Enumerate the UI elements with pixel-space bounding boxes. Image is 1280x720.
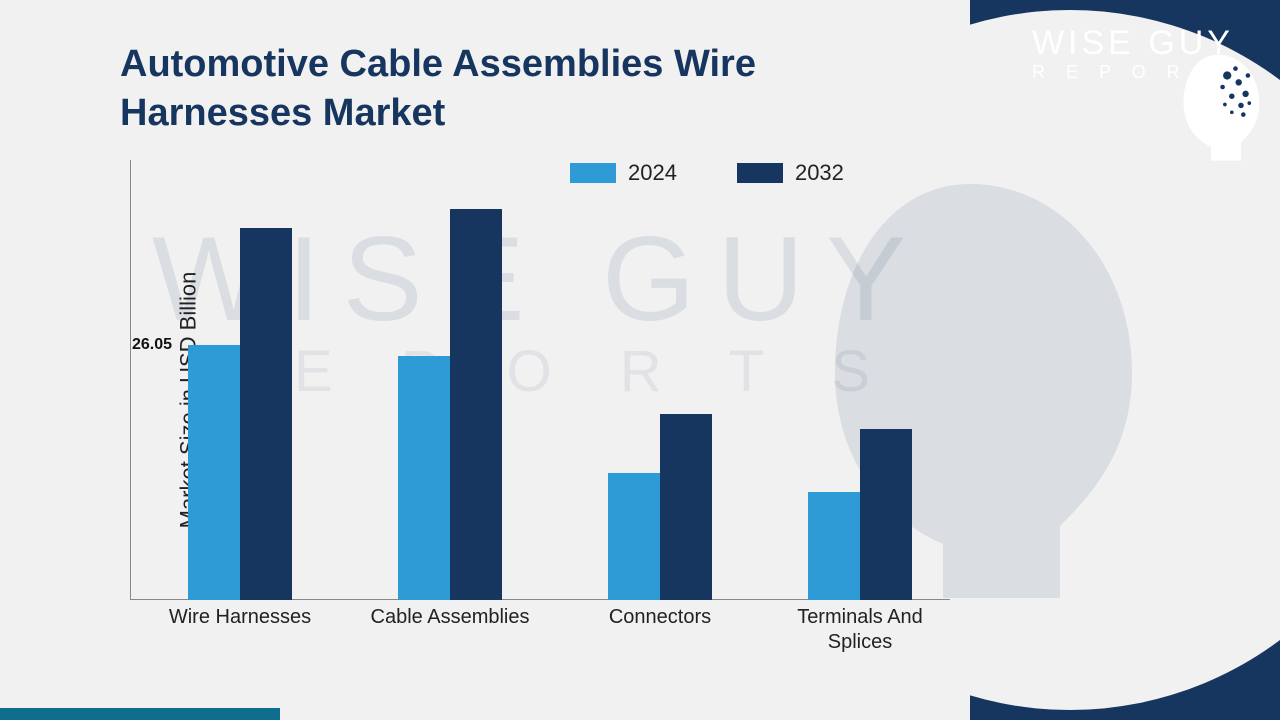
bar bbox=[860, 429, 912, 600]
bar bbox=[608, 473, 660, 600]
legend-item-2032: 2032 bbox=[737, 160, 844, 186]
bottom-accent-bar bbox=[0, 708, 280, 720]
brand-head-icon bbox=[1172, 50, 1264, 170]
legend-label-2024: 2024 bbox=[628, 160, 677, 186]
value-label: 26.05 bbox=[132, 336, 172, 354]
bar bbox=[808, 492, 860, 600]
legend-label-2032: 2032 bbox=[795, 160, 844, 186]
bar bbox=[450, 209, 502, 600]
x-category-label: Connectors bbox=[580, 605, 740, 630]
plot-area: 2024 2032 Wire HarnessesCable Assemblies… bbox=[130, 160, 950, 600]
legend-swatch-2032 bbox=[737, 163, 783, 183]
chart-title: Automotive Cable Assemblies Wire Harness… bbox=[120, 40, 860, 139]
bar-group bbox=[590, 414, 730, 600]
bar bbox=[240, 228, 292, 600]
legend: 2024 2032 bbox=[570, 160, 844, 186]
x-category-label: Wire Harnesses bbox=[160, 605, 320, 630]
bar-group bbox=[790, 429, 930, 600]
chart-canvas: WISE GUY R E P O R T S Automotive Cable … bbox=[0, 0, 1280, 720]
legend-swatch-2024 bbox=[570, 163, 616, 183]
y-axis bbox=[130, 160, 131, 600]
bar bbox=[660, 414, 712, 600]
bar bbox=[398, 356, 450, 600]
brand-logo: WISE GUY R E P O R T S bbox=[1032, 26, 1252, 83]
x-category-label: Cable Assemblies bbox=[370, 605, 530, 630]
bar-group bbox=[380, 209, 520, 600]
x-category-label: Terminals And Splices bbox=[780, 605, 940, 655]
legend-item-2024: 2024 bbox=[570, 160, 677, 186]
bar bbox=[188, 345, 240, 600]
bar-group bbox=[170, 228, 310, 600]
